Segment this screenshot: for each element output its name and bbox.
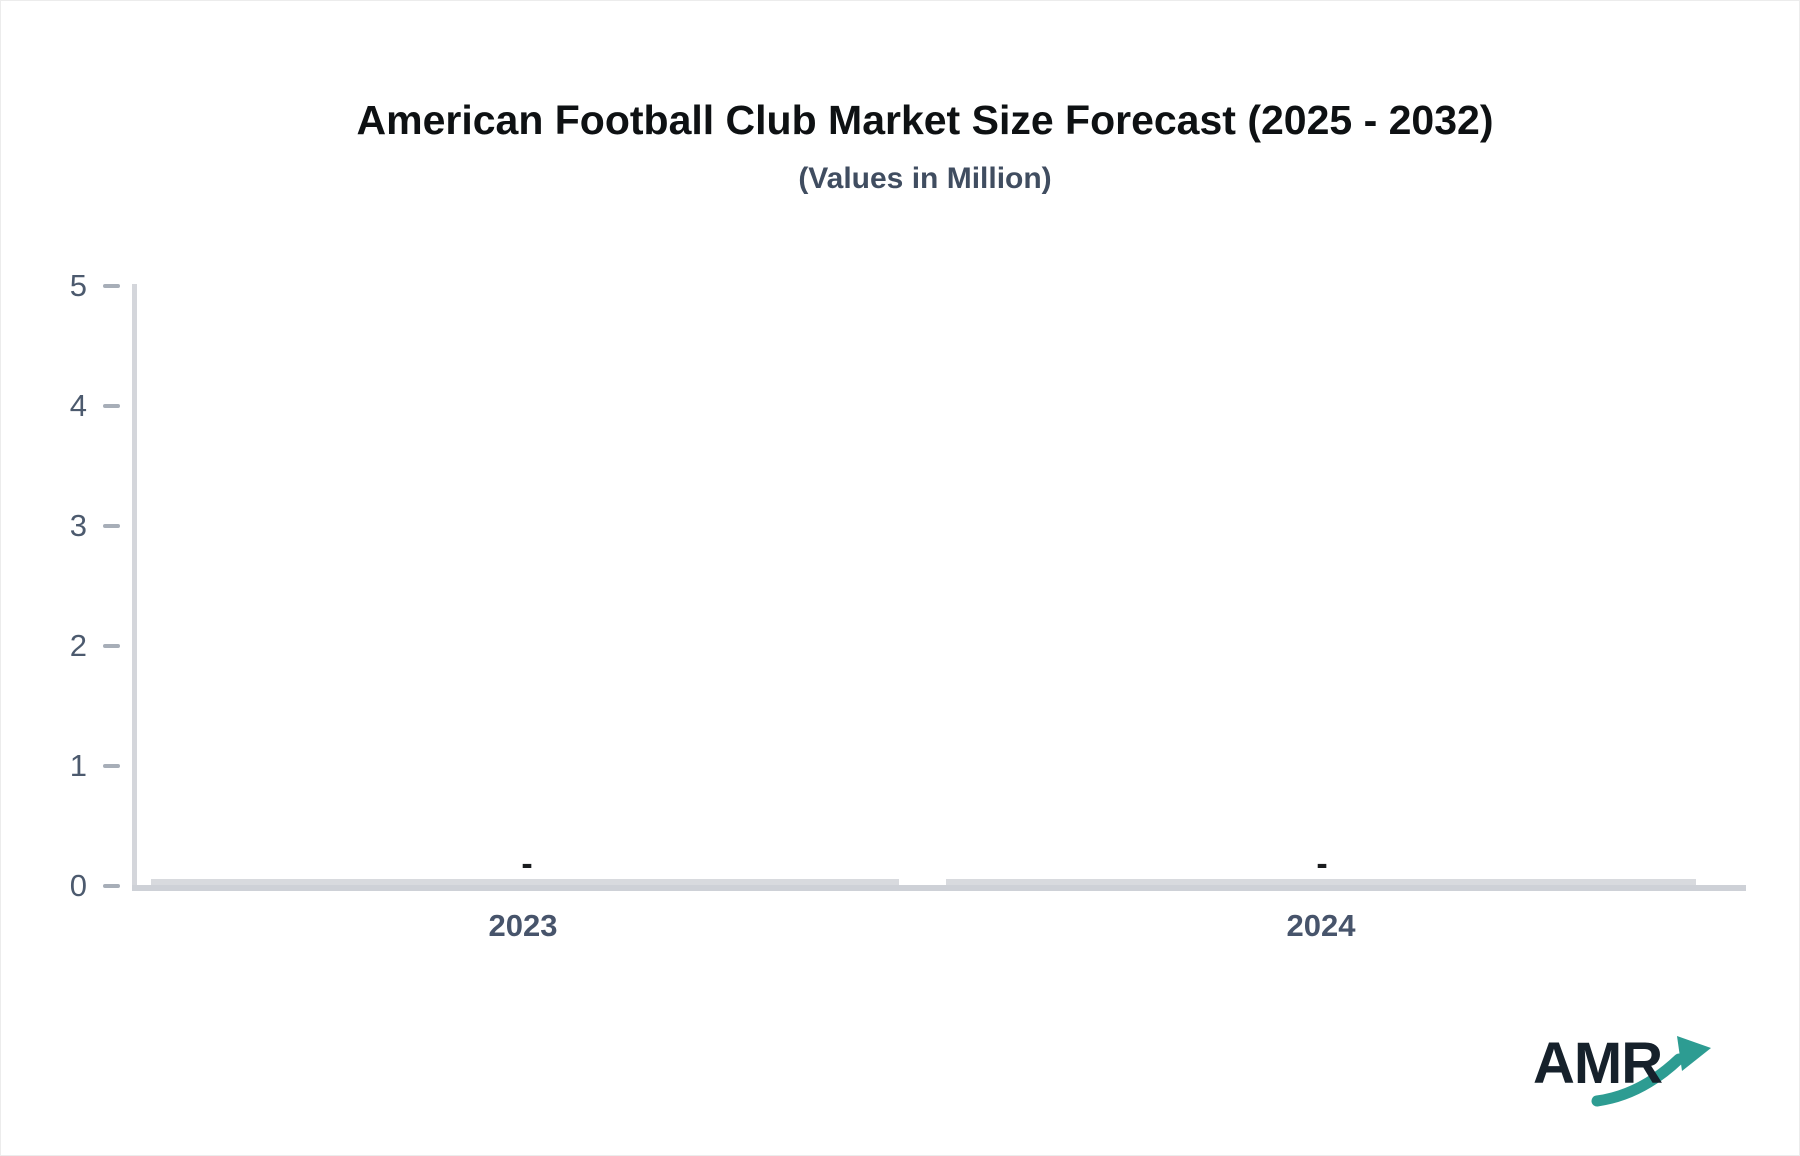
x-axis-label-2024: 2024 <box>1286 908 1356 943</box>
x-axis-label-2023: 2023 <box>488 908 558 943</box>
y-axis-line <box>132 284 137 891</box>
y-tick-label-2: 2 <box>69 628 87 663</box>
y-tick-mark <box>103 764 120 768</box>
chart-title: American Football Club Market Size Forec… <box>356 97 1494 143</box>
y-tick-label-1: 1 <box>69 748 87 783</box>
bar-value-label-2023: - <box>521 845 533 883</box>
trending-up-arrow-icon <box>1591 1036 1711 1107</box>
y-tick-label-4: 4 <box>69 388 87 423</box>
bar-2023 <box>151 879 899 885</box>
bar-value-label-2024: - <box>1316 845 1328 883</box>
y-tick-label-3: 3 <box>69 508 87 543</box>
bar-2024 <box>946 879 1696 885</box>
x-axis-baseline <box>132 885 1746 891</box>
y-tick-mark <box>103 524 120 528</box>
y-tick-mark <box>103 404 120 408</box>
chart-subtitle: (Values in Million) <box>798 162 1052 195</box>
y-tick-mark <box>103 284 120 288</box>
y-tick-label-5: 5 <box>69 268 87 303</box>
y-tick-mark <box>103 644 120 648</box>
amr-logo: AMR <box>1533 1027 1718 1113</box>
amr-logo-text: AMR <box>1533 1031 1663 1096</box>
y-tick-label-0: 0 <box>69 868 87 903</box>
y-tick-mark <box>103 884 120 888</box>
